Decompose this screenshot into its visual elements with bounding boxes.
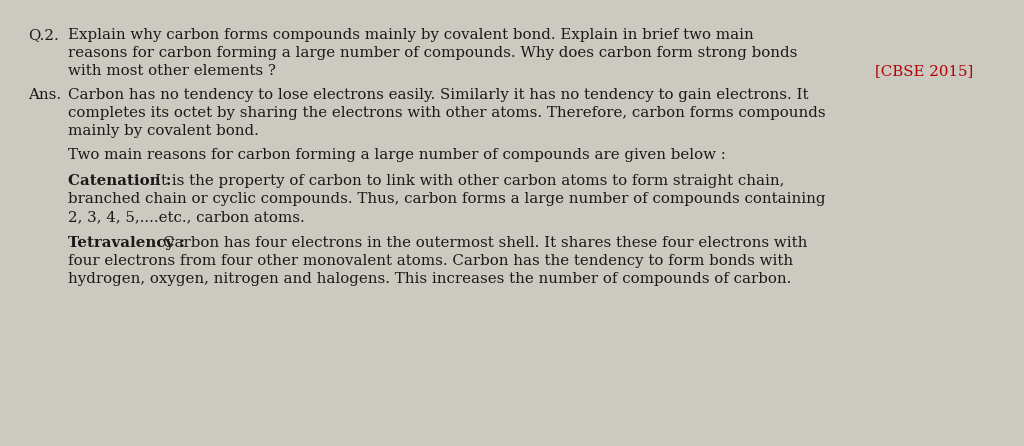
Text: branched chain or cyclic compounds. Thus, carbon forms a large number of compoun: branched chain or cyclic compounds. Thus…: [68, 192, 825, 206]
Text: 2, 3, 4, 5,....etc., carbon atoms.: 2, 3, 4, 5,....etc., carbon atoms.: [68, 210, 305, 224]
Text: completes its octet by sharing the electrons with other atoms. Therefore, carbon: completes its octet by sharing the elect…: [68, 106, 825, 120]
Text: Tetravalency :: Tetravalency :: [68, 236, 185, 250]
Text: Catenation :: Catenation :: [68, 174, 171, 188]
Text: Two main reasons for carbon forming a large number of compounds are given below : Two main reasons for carbon forming a la…: [68, 148, 726, 162]
Text: reasons for carbon forming a large number of compounds. Why does carbon form str: reasons for carbon forming a large numbe…: [68, 46, 798, 60]
Text: [CBSE 2015]: [CBSE 2015]: [874, 64, 973, 78]
Text: Explain why carbon forms compounds mainly by covalent bond. Explain in brief two: Explain why carbon forms compounds mainl…: [68, 28, 754, 42]
Text: Carbon has no tendency to lose electrons easily. Similarly it has no tendency to: Carbon has no tendency to lose electrons…: [68, 88, 809, 102]
Text: It is the property of carbon to link with other carbon atoms to form straight ch: It is the property of carbon to link wit…: [155, 174, 784, 188]
Text: hydrogen, oxygen, nitrogen and halogens. This increases the number of compounds : hydrogen, oxygen, nitrogen and halogens.…: [68, 272, 792, 286]
Text: Ans.: Ans.: [28, 88, 61, 102]
Text: four electrons from four other monovalent atoms. Carbon has the tendency to form: four electrons from four other monovalen…: [68, 254, 794, 268]
Text: with most other elements ?: with most other elements ?: [68, 64, 275, 78]
Text: Q.2.: Q.2.: [28, 28, 58, 42]
Text: Carbon has four electrons in the outermost shell. It shares these four electrons: Carbon has four electrons in the outermo…: [163, 236, 807, 250]
Text: mainly by covalent bond.: mainly by covalent bond.: [68, 124, 259, 138]
